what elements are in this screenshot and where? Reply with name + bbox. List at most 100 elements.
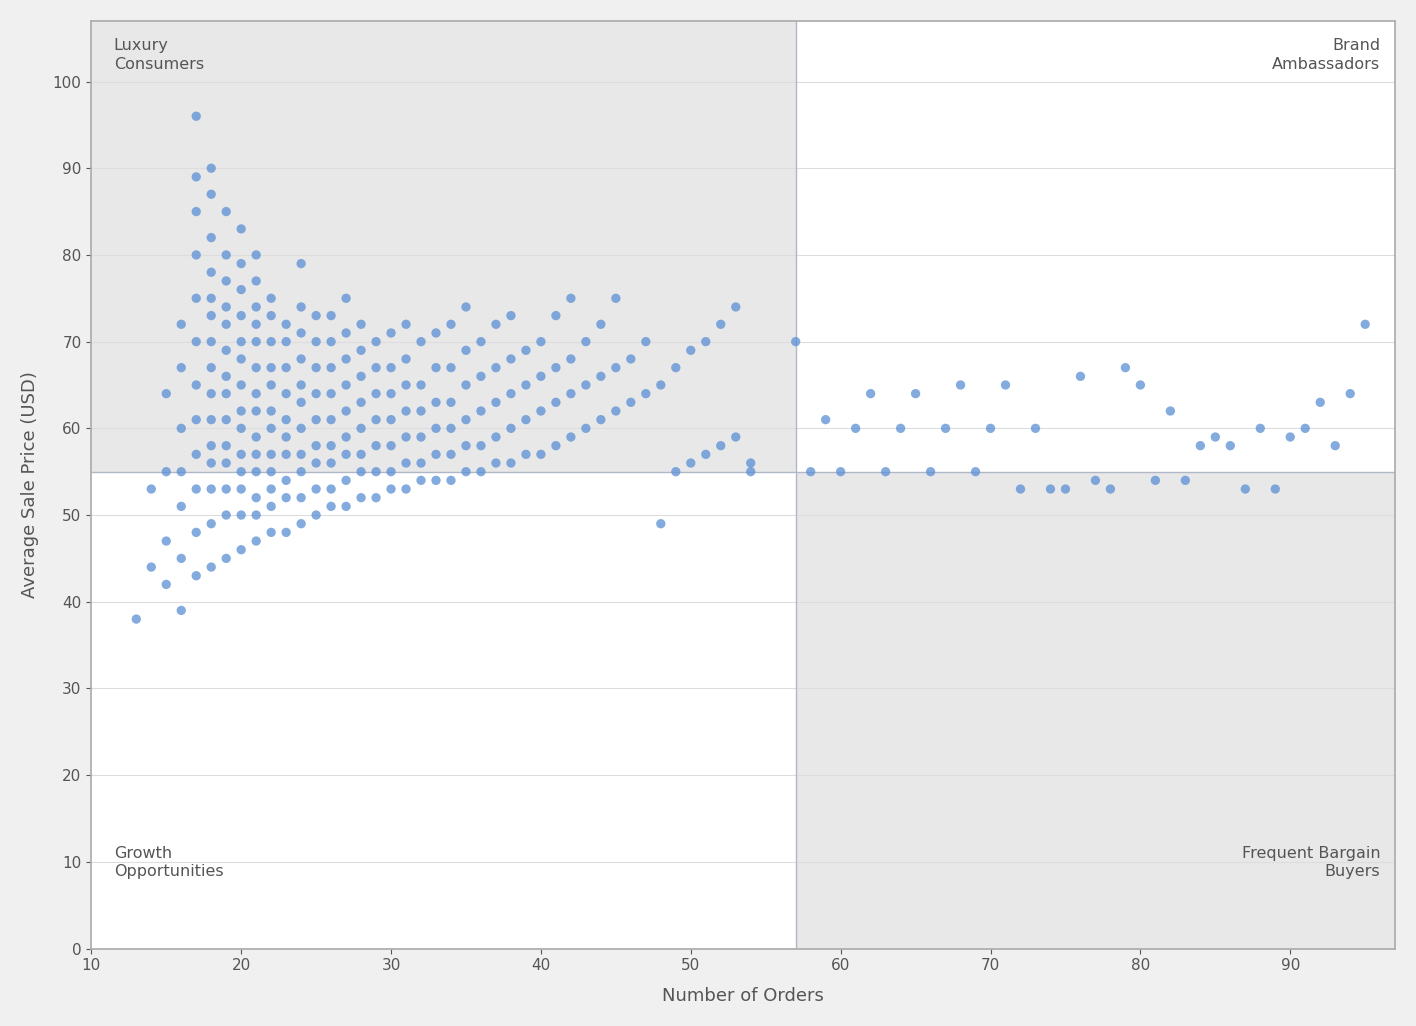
Point xyxy=(215,455,238,471)
Point xyxy=(200,333,222,350)
Point xyxy=(1204,429,1226,445)
Point xyxy=(304,308,327,324)
Point xyxy=(814,411,837,428)
Point xyxy=(919,464,942,480)
Point xyxy=(215,481,238,498)
Point xyxy=(395,377,418,393)
Point xyxy=(185,290,208,307)
Point xyxy=(650,377,673,393)
Y-axis label: Average Sale Price (USD): Average Sale Price (USD) xyxy=(21,371,38,598)
X-axis label: Number of Orders: Number of Orders xyxy=(663,987,824,1005)
Point xyxy=(620,394,643,410)
Point xyxy=(290,464,313,480)
Point xyxy=(229,221,252,237)
Point xyxy=(229,281,252,298)
Point xyxy=(1233,481,1256,498)
Point xyxy=(334,290,357,307)
Point xyxy=(350,464,372,480)
Point xyxy=(680,455,702,471)
Point xyxy=(830,464,852,480)
Point xyxy=(304,359,327,376)
Point xyxy=(1219,437,1242,453)
Point xyxy=(275,429,297,445)
Point xyxy=(304,437,327,453)
Point xyxy=(500,308,523,324)
Point xyxy=(245,507,268,523)
Point xyxy=(484,394,507,410)
Point xyxy=(170,316,193,332)
Point xyxy=(694,446,716,463)
Point xyxy=(935,420,957,436)
Point xyxy=(1174,472,1197,488)
Point xyxy=(709,316,732,332)
Point xyxy=(350,342,372,358)
Point xyxy=(185,481,208,498)
Point xyxy=(320,455,343,471)
Point xyxy=(530,368,552,385)
Point xyxy=(365,489,388,506)
Point xyxy=(395,403,418,420)
Point xyxy=(949,377,971,393)
Point xyxy=(229,333,252,350)
Point xyxy=(605,290,627,307)
Point xyxy=(425,446,447,463)
Point xyxy=(409,429,432,445)
Point xyxy=(379,325,402,342)
Point xyxy=(484,429,507,445)
Point xyxy=(320,481,343,498)
Point xyxy=(215,316,238,332)
Point xyxy=(455,437,477,453)
Point xyxy=(1069,368,1092,385)
Point xyxy=(290,299,313,315)
Point xyxy=(259,420,282,436)
Point xyxy=(259,464,282,480)
Point xyxy=(170,359,193,376)
Point xyxy=(245,464,268,480)
Point xyxy=(334,325,357,342)
Point xyxy=(440,420,463,436)
Point xyxy=(320,499,343,515)
Point xyxy=(140,481,163,498)
Point xyxy=(334,429,357,445)
Point xyxy=(334,472,357,488)
Point xyxy=(409,377,432,393)
Point xyxy=(1129,377,1151,393)
Point xyxy=(664,464,687,480)
Point xyxy=(350,420,372,436)
Point xyxy=(334,351,357,367)
Point xyxy=(170,550,193,566)
Point xyxy=(304,386,327,402)
Point xyxy=(365,411,388,428)
Point xyxy=(379,411,402,428)
Point xyxy=(545,308,568,324)
Point xyxy=(170,420,193,436)
Point xyxy=(530,333,552,350)
Point xyxy=(379,359,402,376)
Point xyxy=(259,524,282,541)
Text: Luxury
Consumers: Luxury Consumers xyxy=(113,38,204,72)
Point xyxy=(320,411,343,428)
Point xyxy=(140,559,163,576)
Point xyxy=(245,316,268,332)
Point xyxy=(185,203,208,220)
Point xyxy=(455,411,477,428)
Point xyxy=(245,386,268,402)
Point xyxy=(440,316,463,332)
Point xyxy=(379,386,402,402)
Point xyxy=(365,333,388,350)
Point xyxy=(125,610,147,627)
Point xyxy=(1114,359,1137,376)
Point xyxy=(1249,420,1272,436)
Point xyxy=(200,264,222,280)
Point xyxy=(259,359,282,376)
Point xyxy=(185,567,208,584)
Point xyxy=(409,333,432,350)
Point xyxy=(304,455,327,471)
Point xyxy=(739,455,762,471)
Point xyxy=(545,359,568,376)
Point xyxy=(559,429,582,445)
Point xyxy=(334,377,357,393)
Point xyxy=(200,386,222,402)
Point xyxy=(425,325,447,342)
Point xyxy=(634,333,657,350)
